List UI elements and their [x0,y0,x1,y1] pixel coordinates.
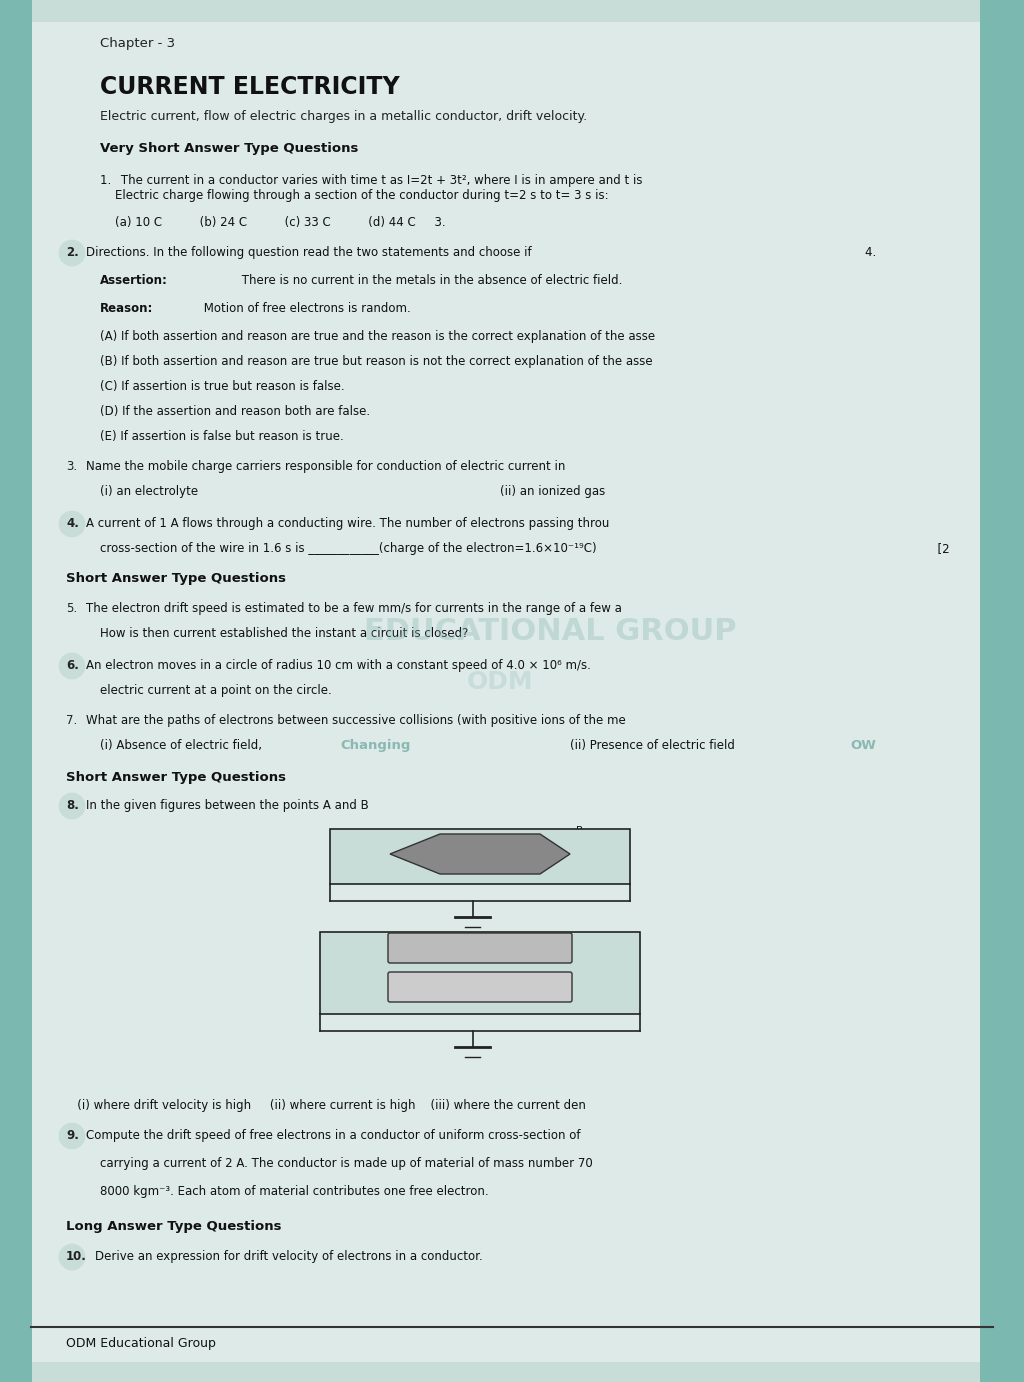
Text: Compute the drift speed of free electrons in a conductor of uniform cross-sectio: Compute the drift speed of free electron… [86,1129,581,1142]
Text: In the given figures between the points A and B: In the given figures between the points … [86,799,369,813]
Text: (C) If assertion is true but reason is false.: (C) If assertion is true but reason is f… [100,380,345,392]
Text: Short Answer Type Questions: Short Answer Type Questions [66,771,286,784]
Text: ODM: ODM [467,670,534,694]
Text: Very Short Answer Type Questions: Very Short Answer Type Questions [100,142,358,155]
Text: 3.: 3. [66,460,77,473]
Text: (ii) Presence of electric field: (ii) Presence of electric field [570,739,735,752]
Text: (a) 10 C          (b) 24 C          (c) 33 C          (d) 44 C     3.: (a) 10 C (b) 24 C (c) 33 C (d) 44 C 3. [100,216,445,229]
Text: A current of 1 A flows through a conducting wire. The number of electrons passin: A current of 1 A flows through a conduct… [86,517,609,531]
Circle shape [59,1244,85,1270]
FancyBboxPatch shape [330,829,630,884]
Circle shape [59,240,85,265]
Text: (i) an electrolyte: (i) an electrolyte [100,485,198,498]
FancyBboxPatch shape [388,972,572,1002]
Text: Name the mobile charge carriers responsible for conduction of electric current i: Name the mobile charge carriers responsi… [86,460,565,473]
Text: Changing: Changing [340,739,411,752]
Text: ODM Educational Group: ODM Educational Group [66,1336,216,1350]
Text: (B) If both assertion and reason are true but reason is not the correct explanat: (B) If both assertion and reason are tru… [100,355,652,368]
Text: 5.: 5. [66,603,77,615]
Text: (i) Absence of electric field,: (i) Absence of electric field, [100,739,262,752]
Circle shape [59,793,85,820]
Text: Directions. In the following question read the two statements and choose if: Directions. In the following question re… [86,246,531,258]
Text: (E) If assertion is false but reason is true.: (E) If assertion is false but reason is … [100,430,344,444]
Bar [0,0,32,1382]
FancyBboxPatch shape [30,22,980,1363]
Text: (i) where drift velocity is high     (ii) where current is high    (iii) where t: (i) where drift velocity is high (ii) wh… [66,1099,586,1113]
Text: CURRENT ELECTRICITY: CURRENT ELECTRICITY [100,75,399,100]
Text: 9.: 9. [66,1129,79,1142]
FancyBboxPatch shape [388,933,572,963]
Text: Long Answer Type Questions: Long Answer Type Questions [66,1220,282,1233]
Text: Electric current, flow of electric charges in a metallic conductor, drift veloci: Electric current, flow of electric charg… [100,111,587,123]
Text: A: A [476,983,483,992]
Text: (D) If the assertion and reason both are false.: (D) If the assertion and reason both are… [100,405,370,417]
Text: 1.  The current in a conductor varies with time t as I=2t + 3t², where I is in a: 1. The current in a conductor varies wit… [100,174,642,202]
Text: 4.: 4. [66,517,79,531]
Text: B: B [476,943,483,954]
Text: electric current at a point on the circle.: electric current at a point on the circl… [100,684,332,697]
Circle shape [59,654,85,679]
Text: Short Answer Type Questions: Short Answer Type Questions [66,572,286,585]
Text: 8000 kgm⁻³. Each atom of material contributes one free electron.: 8000 kgm⁻³. Each atom of material contri… [100,1184,488,1198]
Text: 8.: 8. [66,799,79,813]
Text: There is no current in the metals in the absence of electric field.: There is no current in the metals in the… [238,274,623,287]
Text: EDUCATIONAL GROUP: EDUCATIONAL GROUP [364,618,736,647]
Polygon shape [390,833,570,873]
Text: 4.: 4. [850,246,877,258]
Circle shape [59,511,85,538]
Text: An electron moves in a circle of radius 10 cm with a constant speed of 4.0 × 10⁶: An electron moves in a circle of radius … [86,659,591,672]
Text: Reason:: Reason: [100,303,154,315]
Text: 6.: 6. [66,659,79,672]
Text: Motion of free electrons is random.: Motion of free electrons is random. [200,303,411,315]
Text: B: B [577,826,584,836]
Text: 10.: 10. [66,1249,87,1263]
FancyBboxPatch shape [319,931,640,1014]
Text: [2: [2 [930,542,949,556]
Text: A: A [422,829,429,839]
Text: carrying a current of 2 A. The conductor is made up of material of mass number 7: carrying a current of 2 A. The conductor… [100,1157,593,1171]
Text: 7.: 7. [66,714,77,727]
Text: What are the paths of electrons between successive collisions (with positive ion: What are the paths of electrons between … [86,714,626,727]
Text: The electron drift speed is estimated to be a few mm/s for currents in the range: The electron drift speed is estimated to… [86,603,622,615]
Text: Assertion:: Assertion: [100,274,168,287]
Text: How is then current established the instant a circuit is closed?: How is then current established the inst… [100,627,468,640]
Text: (A) If both assertion and reason are true and the reason is the correct explanat: (A) If both assertion and reason are tru… [100,330,655,343]
Text: 2.: 2. [66,246,79,258]
Text: Derive an expression for drift velocity of electrons in a conductor.: Derive an expression for drift velocity … [95,1249,482,1263]
Text: OW: OW [850,739,876,752]
Text: (ii) an ionized gas: (ii) an ionized gas [500,485,605,498]
Bar [980,0,1024,1382]
Text: cross-section of the wire in 1.6 s is ____________(charge of the electron=1.6×10: cross-section of the wire in 1.6 s is __… [100,542,597,556]
Text: Chapter - 3: Chapter - 3 [100,37,175,50]
Circle shape [59,1124,85,1148]
